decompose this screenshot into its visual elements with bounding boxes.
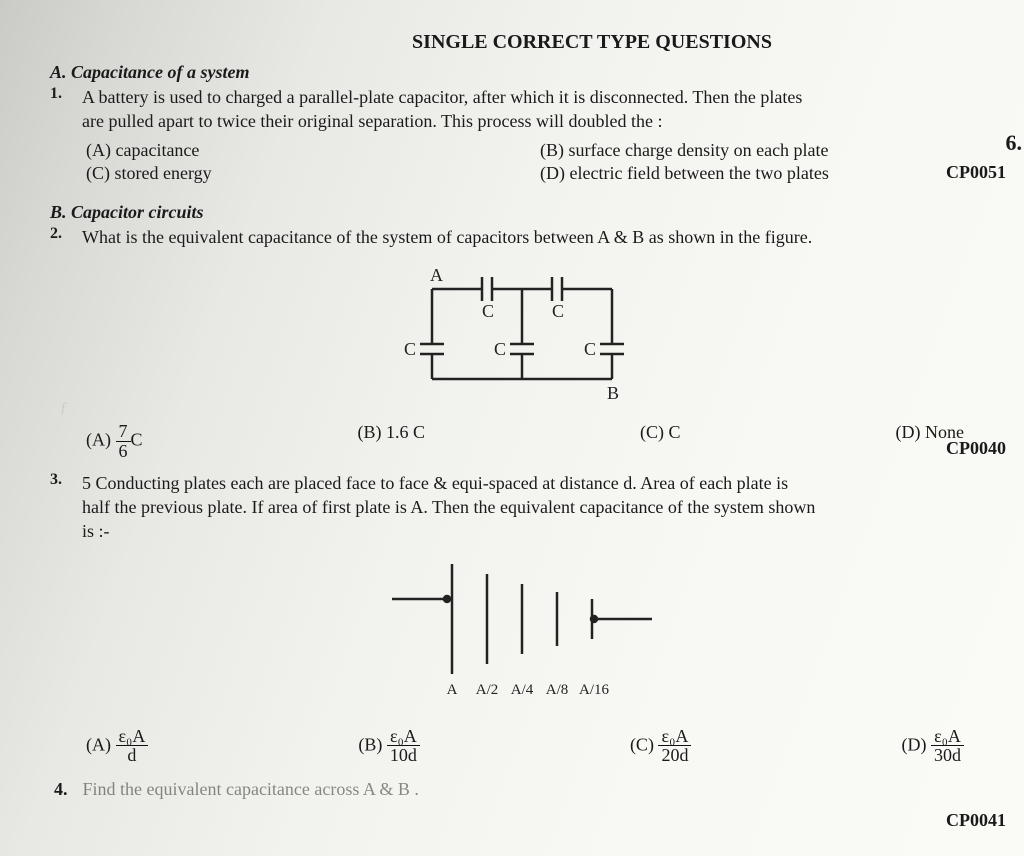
- q3-optA: (A) ε₀Ad: [86, 727, 148, 766]
- q1-optB: (B) surface charge density on each plate: [540, 140, 994, 161]
- section-a-title: A. Capacitance of a system: [50, 62, 994, 83]
- circuit-label-B: B: [607, 383, 619, 403]
- q3-line3: is :-: [82, 521, 110, 541]
- question-4-cut: 4. Find the equivalent capacitance acros…: [54, 779, 994, 800]
- circuit-cap-5: C: [584, 339, 596, 359]
- q3-optD-num: ε₀A: [931, 727, 964, 747]
- plate-label-2: A/4: [511, 682, 534, 698]
- q3-optA-den: d: [116, 746, 149, 765]
- plate-label-3: A/8: [546, 682, 569, 698]
- q2-circuit: A B C C C C C: [50, 259, 994, 414]
- q3-optC-den: 20d: [658, 746, 691, 765]
- q4-number: 4.: [54, 779, 78, 800]
- q2-optA-den: 6: [116, 442, 131, 461]
- q3-line1: 5 Conducting plates each are placed face…: [82, 473, 788, 493]
- page-root: 6. SINGLE CORRECT TYPE QUESTIONS A. Capa…: [0, 0, 1024, 810]
- question-3: 3. 5 Conducting plates each are placed f…: [50, 471, 994, 766]
- plate-label-0: A: [447, 682, 458, 698]
- margin-cut-number: 6.: [1006, 130, 1023, 156]
- circuit-label-A: A: [430, 265, 443, 285]
- section-b-title: B. Capacitor circuits: [50, 202, 994, 223]
- plate-label-1: A/2: [476, 682, 499, 698]
- q1-optC: (C) stored energy: [86, 163, 540, 184]
- question-1: 1. A battery is used to charged a parall…: [50, 85, 994, 184]
- q1-line2: are pulled apart to twice their original…: [82, 111, 663, 131]
- q3-options: (A) ε₀Ad (B) ε₀A10d (C) ε₀A20d (D) ε₀A30…: [86, 727, 964, 766]
- q1-optA: (A) capacitance: [86, 140, 540, 161]
- question-2: 2. What is the equivalent capacitance of…: [50, 225, 994, 461]
- q2-number: 2.: [50, 225, 78, 243]
- q3-optC-num: ε₀A: [658, 727, 691, 747]
- q3-optB-den: 10d: [387, 746, 420, 765]
- circuit-cap-4: C: [494, 339, 506, 359]
- q3-number: 3.: [50, 471, 78, 489]
- q3-optC: (C) ε₀A20d: [630, 727, 692, 766]
- q3-optB-num: ε₀A: [387, 727, 420, 747]
- q2-optA-pre: (A): [86, 429, 116, 449]
- plate-label-4: A/16: [579, 682, 610, 698]
- circuit-cap-2: C: [552, 301, 564, 321]
- q2-options: (A) 76C (B) 1.6 C (C) C (D) None: [86, 422, 964, 461]
- q1-line1: A battery is used to charged a parallel-…: [82, 87, 802, 107]
- q1-optD: (D) electric field between the two plate…: [540, 163, 994, 184]
- q3-optD-den: 30d: [931, 746, 964, 765]
- circuit-cap-3: C: [404, 339, 416, 359]
- q3-optD: (D) ε₀A30d: [901, 727, 964, 766]
- q3-optB-pre: (B): [358, 734, 387, 754]
- q2-optA: (A) 76C: [86, 422, 143, 461]
- q2-optB: (B) 1.6 C: [358, 422, 426, 461]
- q1-number: 1.: [50, 85, 78, 103]
- q2-optA-num: 7: [116, 422, 131, 442]
- q3-line2: half the previous plate. If area of firs…: [82, 497, 815, 517]
- q3-text: 5 Conducting plates each are placed face…: [82, 471, 962, 544]
- plates-svg: A A/2 A/4 A/8 A/16: [372, 554, 672, 714]
- q1-options: (A) capacitance (B) surface charge densi…: [86, 140, 994, 184]
- page-header-faded: [60, 10, 994, 27]
- q3-optB: (B) ε₀A10d: [358, 727, 420, 766]
- q2-code: CP0040: [946, 438, 1006, 459]
- q3-plates-figure: A A/2 A/4 A/8 A/16: [50, 554, 994, 719]
- q3-optA-pre: (A): [86, 734, 116, 754]
- main-heading: SINGLE CORRECT TYPE QUESTIONS: [190, 31, 994, 54]
- q4-text-cut: Find the equivalent capacitance across A…: [83, 779, 419, 799]
- q3-code: CP0041: [946, 810, 1006, 831]
- q2-optA-post: C: [131, 429, 143, 449]
- q3-optC-pre: (C): [630, 734, 659, 754]
- q1-text: A battery is used to charged a parallel-…: [82, 85, 962, 134]
- circuit-svg: A B C C C C C: [392, 259, 652, 409]
- q1-code: CP0051: [946, 162, 1006, 183]
- circuit-cap-1: C: [482, 301, 494, 321]
- q3-optA-num: ε₀A: [116, 727, 149, 747]
- q2-optC: (C) C: [640, 422, 681, 461]
- q2-text: What is the equivalent capacitance of th…: [82, 225, 962, 249]
- q3-optD-pre: (D): [901, 734, 931, 754]
